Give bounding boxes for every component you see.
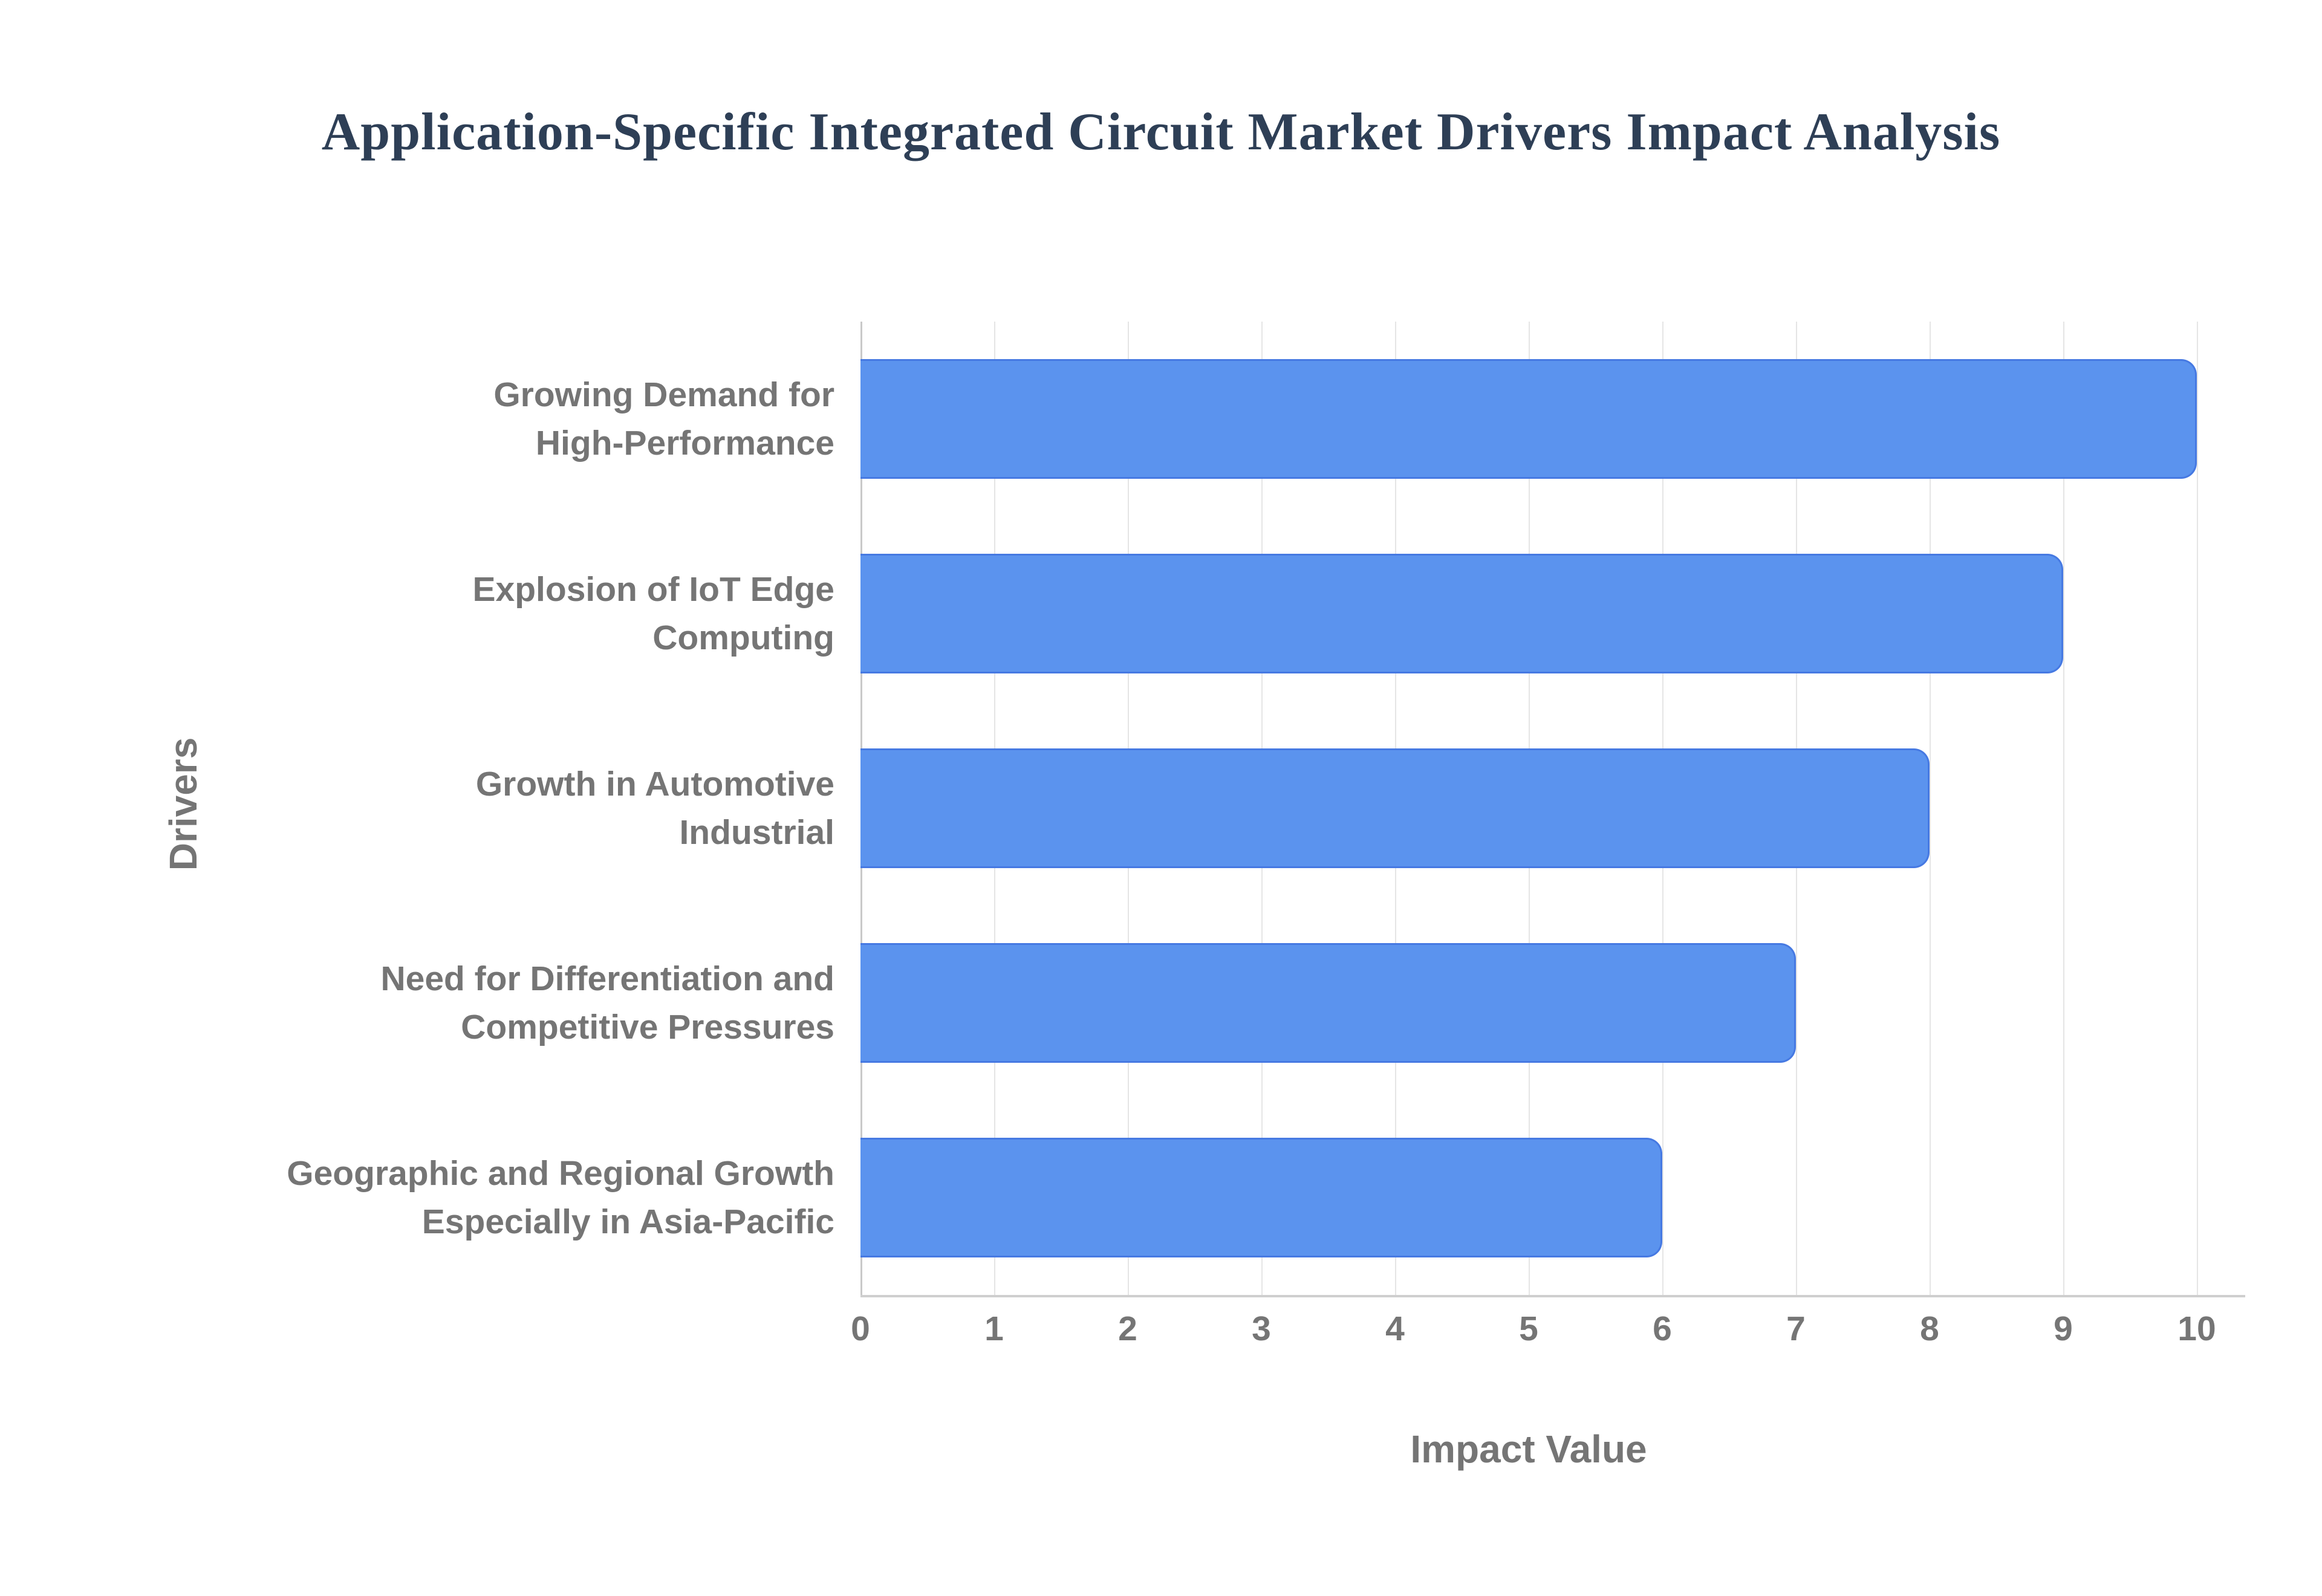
y-axis-title-text: Drivers (161, 737, 205, 871)
x-axis-title: Impact Value (1410, 1427, 1647, 1471)
category-label: Geographic and Regional Growth Especially… (181, 1100, 834, 1295)
x-tick-label: 0 (851, 1309, 870, 1348)
x-tick-label: 5 (1519, 1309, 1538, 1348)
category-label: Growing Demand for High-Performance (181, 322, 834, 516)
category-label-line: Growth in Automotive (475, 765, 834, 803)
x-tick-label: 2 (1118, 1309, 1137, 1348)
bar (860, 1138, 1662, 1257)
x-tick-label: 6 (1653, 1309, 1672, 1348)
chart-title: Application-Specific Integrated Circuit … (321, 103, 2001, 161)
category-label: Need for Differentiation and Competitive … (181, 906, 834, 1100)
x-tick-label: 9 (2054, 1309, 2073, 1348)
gridline-x-10 (2197, 322, 2198, 1295)
x-tick-label: 8 (1920, 1309, 1939, 1348)
category-label-line: Need for Differentiation and (380, 959, 834, 998)
category-label: Explosion of IoT Edge Computing (181, 516, 835, 711)
category-label-line: Explosion of IoT Edge (472, 570, 835, 609)
category-label-line: Industrial (679, 813, 834, 852)
category-label: Growth in Automotive Industrial (181, 711, 834, 906)
category-label-line: Growing Demand for (493, 375, 834, 414)
x-tick-label: 3 (1252, 1309, 1271, 1348)
plot-area (860, 322, 2245, 1297)
category-label-line: Competitive Pressures (461, 1008, 834, 1046)
bar (860, 943, 1796, 1063)
bar (860, 359, 2197, 479)
x-tick-label: 10 (2177, 1309, 2216, 1348)
category-label-line: Computing (652, 618, 834, 657)
gridline-x-8 (1930, 322, 1931, 1295)
x-tick-label: 4 (1385, 1309, 1405, 1348)
x-tick-label: 7 (1786, 1309, 1806, 1348)
x-tick-label: 1 (984, 1309, 1004, 1348)
category-label-line: Especially in Asia-Pacific (421, 1202, 834, 1241)
bar (860, 554, 2063, 673)
bar (860, 748, 1930, 868)
gridline-x-9 (2063, 322, 2064, 1295)
category-label-line: Geographic and Regional Growth (287, 1154, 834, 1193)
category-label-line: High-Performance (535, 424, 834, 462)
